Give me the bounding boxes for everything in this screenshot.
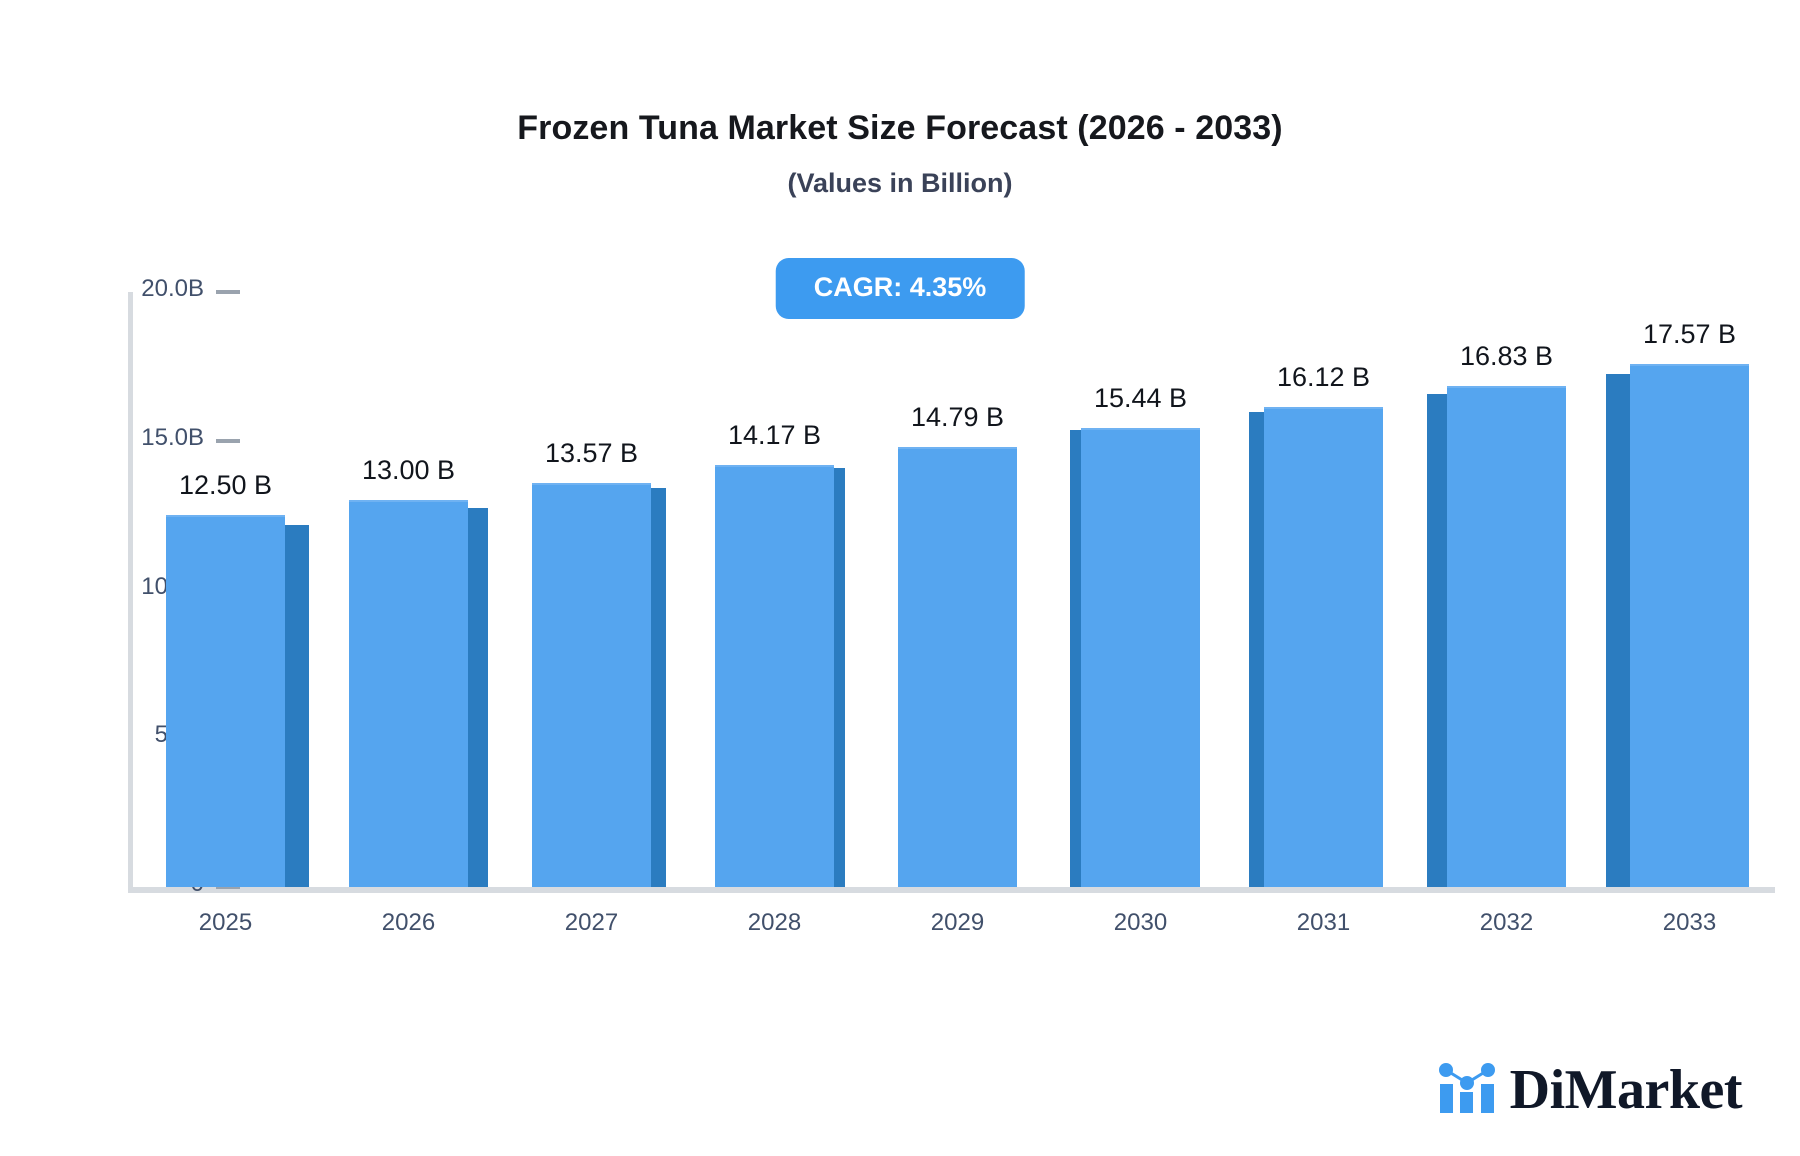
x-axis-label: 2031 (1296, 909, 1351, 936)
bar-side-face (1606, 374, 1631, 887)
bar-side-face (284, 525, 309, 887)
bar-front-face[interactable] (1264, 407, 1383, 887)
bar-column[interactable]: 16.83 B 2032 (1427, 292, 1566, 936)
bar-3d[interactable] (349, 292, 488, 887)
bar-side-face (650, 488, 666, 887)
y-tick-mark (216, 438, 240, 443)
bar-front-face[interactable] (1630, 364, 1749, 887)
bar-front-face[interactable] (1447, 386, 1566, 887)
bar-side-face (833, 467, 845, 887)
bar-column[interactable]: 16.12 B 2031 (1249, 292, 1383, 936)
bar-side-face (467, 507, 488, 887)
bar-side-face (1249, 412, 1265, 887)
x-axis-label: 2027 (564, 909, 619, 936)
bar-value-label: 16.83 B (1459, 341, 1554, 372)
logo-text: DiMarket (1509, 1058, 1743, 1121)
y-tick-mark (216, 290, 240, 294)
bar-value-label: 13.57 B (544, 438, 639, 469)
bar-column[interactable]: 15.44 B 2030 (1070, 292, 1200, 936)
x-axis-label: 2030 (1113, 909, 1168, 936)
bar-value-label: 17.57 B (1642, 319, 1737, 350)
bar-front-face[interactable] (898, 447, 1017, 887)
bar-front-face[interactable] (1081, 427, 1200, 887)
bar-value-label: 13.00 B (361, 455, 456, 486)
title-block: Frozen Tuna Market Size Forecast (2026 -… (0, 108, 1800, 199)
bar-column[interactable]: 13.57 B 2027 (532, 292, 666, 936)
x-axis-label: 2029 (930, 909, 985, 936)
bar-front-face[interactable] (715, 465, 834, 887)
bar-chart-icon (1438, 1059, 1496, 1120)
bar-column[interactable]: 14.17 B 2028 (715, 292, 845, 936)
y-axis-line (128, 292, 133, 887)
y-tick-label: 15.0B (141, 423, 204, 451)
bar-value-label: 16.12 B (1276, 362, 1371, 393)
x-axis-label: 2032 (1479, 909, 1534, 936)
x-axis-label: 2033 (1662, 909, 1717, 936)
bar-column[interactable]: 12.50 B 2025 (166, 292, 309, 936)
x-axis-label: 2026 (381, 909, 436, 936)
bar-3d[interactable] (1070, 292, 1200, 887)
bar-3d[interactable] (532, 292, 666, 887)
bar-front-face[interactable] (349, 500, 468, 887)
x-axis-label: 2025 (198, 909, 253, 936)
brand-logo: DiMarket (1438, 1058, 1743, 1121)
bar-column[interactable]: 17.57 B 2033 (1606, 292, 1749, 936)
cagr-badge: CAGR: 4.35% (775, 258, 1025, 319)
bar-3d[interactable] (1427, 292, 1566, 887)
bar-column[interactable]: 14.79 B 2029 (898, 292, 1017, 936)
bar-front-face[interactable] (532, 483, 651, 887)
bar-side-face (1070, 430, 1082, 887)
bar-3d[interactable] (1606, 292, 1749, 887)
y-tick-mark (216, 885, 240, 889)
x-axis-label: 2028 (747, 909, 802, 936)
bar-3d[interactable] (1249, 292, 1383, 887)
bar-3d[interactable] (166, 292, 309, 887)
bar-column[interactable]: 13.00 B 2026 (349, 292, 488, 936)
bar-3d[interactable] (898, 292, 1017, 887)
bar-side-face (1427, 393, 1448, 887)
bar-value-label: 15.44 B (1093, 382, 1188, 413)
bar-front-face[interactable] (166, 515, 285, 887)
y-tick-label: 20.0B (141, 275, 204, 302)
chart-subtitle: (Values in Billion) (787, 167, 1013, 198)
bar-value-label: 14.79 B (910, 402, 1005, 432)
bar-value-label: 14.17 B (727, 420, 822, 451)
x-axis-line (128, 887, 1775, 893)
bar-value-label: 12.50 B (178, 470, 273, 501)
page-title: Frozen Tuna Market Size Forecast (2026 -… (517, 109, 1283, 147)
bar-3d[interactable] (715, 292, 845, 887)
